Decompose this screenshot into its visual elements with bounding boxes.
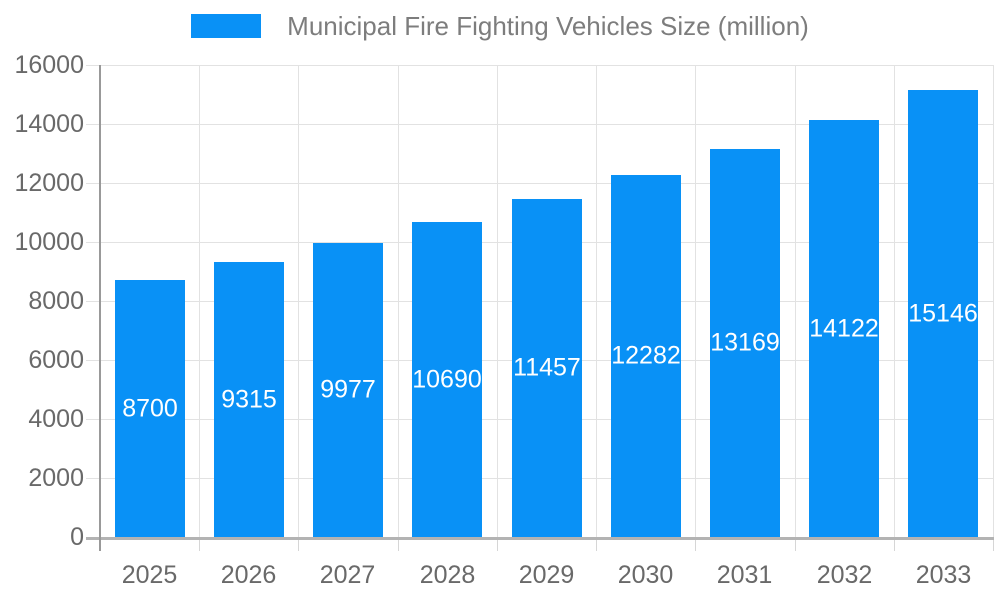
v-gridline [398,65,399,537]
y-axis-tick [86,360,100,361]
x-axis-line [86,537,994,540]
x-axis-tick [993,540,994,551]
y-axis-tick-label: 14000 [14,110,84,138]
bar-value-label: 14122 [809,314,879,342]
x-axis-tick-label: 2030 [617,561,674,589]
y-axis-tick-label: 8000 [28,287,84,315]
legend-swatch[interactable] [191,14,262,38]
bar-value-label: 10690 [412,365,482,393]
y-axis-tick-label: 12000 [14,169,84,197]
y-axis-tick-label: 0 [70,523,84,551]
legend-label[interactable]: Municipal Fire Fighting Vehicles Size (m… [287,10,809,41]
bar[interactable]: 11457 [512,199,582,537]
x-axis-tick-label: 2032 [816,561,873,589]
x-axis-tick [695,540,696,551]
y-axis-tick [86,124,100,125]
bar[interactable]: 12282 [611,175,681,537]
x-axis-tick-label: 2028 [419,561,476,589]
x-axis-tick-label: 2033 [915,561,972,589]
bar[interactable]: 9977 [313,243,383,537]
y-axis-tick [86,183,100,184]
bar-value-label: 15146 [908,299,978,327]
y-axis-line [99,65,101,551]
v-gridline [199,65,200,537]
bar[interactable]: 9315 [214,262,284,537]
x-axis-tick-label: 2027 [319,561,376,589]
bar-value-label: 11457 [513,353,581,382]
h-gridline [100,65,993,66]
y-axis-tick-label: 10000 [14,228,84,256]
x-axis-tick-label: 2025 [121,561,178,589]
y-axis-tick-label: 2000 [28,464,84,492]
x-axis-tick-label: 2031 [716,561,773,589]
h-gridline [100,183,993,184]
bar-value-label: 12282 [611,341,681,370]
y-axis-tick [86,301,100,302]
x-axis-tick-label: 2029 [518,561,575,589]
v-gridline [497,65,498,537]
y-axis-tick-label: 6000 [28,346,84,374]
h-gridline [100,124,993,125]
v-gridline [298,65,299,537]
bar[interactable]: 10690 [412,222,482,537]
x-axis-tick [894,540,895,551]
x-axis-tick-label: 2026 [220,561,277,589]
bar[interactable]: 15146 [908,90,978,537]
y-axis-tick [86,419,100,420]
x-axis-tick [298,540,299,551]
v-gridline [894,65,895,537]
bar-value-label: 9315 [221,385,277,413]
v-gridline [596,65,597,537]
x-axis-tick [398,540,399,551]
v-gridline [695,65,696,537]
x-axis-tick [199,540,200,551]
y-axis-tick [86,242,100,243]
x-axis-tick [497,540,498,551]
y-axis-tick-label: 4000 [28,405,84,433]
legend: Municipal Fire Fighting Vehicles Size (m… [0,0,1000,52]
x-axis-tick [596,540,597,551]
y-axis-tick-label: 16000 [14,51,84,79]
bar-value-label: 9977 [320,375,376,404]
bar-value-label: 13169 [710,328,780,357]
bar[interactable]: 8700 [115,280,185,537]
v-gridline [795,65,796,537]
bar[interactable]: 13169 [710,149,780,537]
x-axis-tick [795,540,796,551]
bar[interactable]: 14122 [809,120,879,537]
y-axis-tick [86,65,100,66]
y-axis-tick [86,478,100,479]
v-gridline [993,65,994,537]
bar-value-label: 8700 [122,394,178,422]
